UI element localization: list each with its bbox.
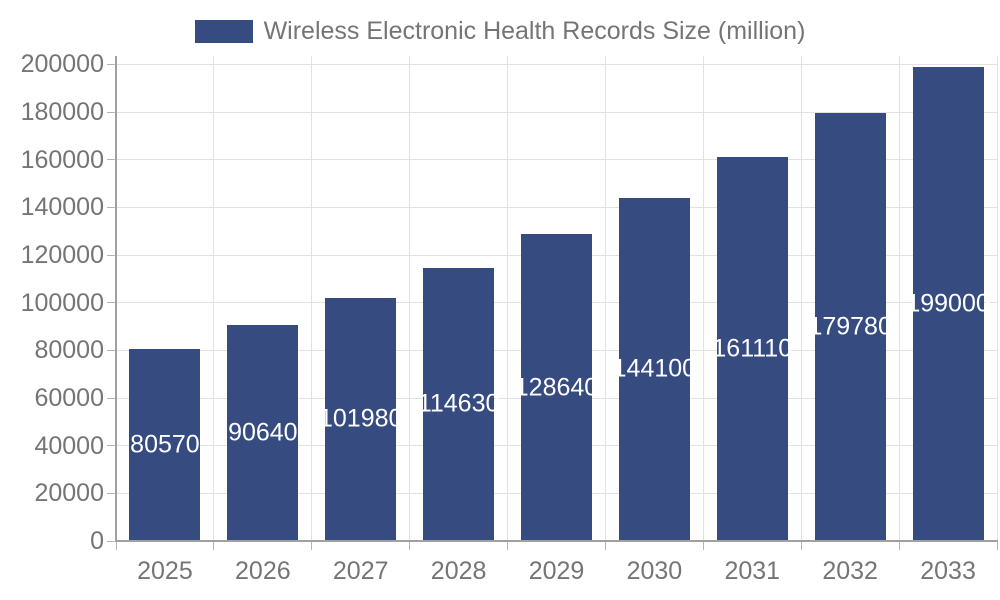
x-tick-label: 2029 xyxy=(528,557,585,585)
y-gridline xyxy=(116,159,997,161)
x-tick-label: 2025 xyxy=(137,557,193,585)
bar xyxy=(814,112,886,542)
y-tick xyxy=(107,302,116,304)
x-tick-label: 2028 xyxy=(430,557,487,585)
x-gridline xyxy=(213,56,215,541)
bar-value-label: 199000 xyxy=(906,289,990,318)
y-tick-label: 160000 xyxy=(20,145,104,174)
y-tick-label: 60000 xyxy=(34,384,104,413)
y-tick-label: 140000 xyxy=(20,193,104,222)
x-tick-label: 2033 xyxy=(920,557,976,585)
bar-value-label: 114630 xyxy=(417,389,500,418)
y-tick-label: 0 xyxy=(90,527,104,555)
y-tick-label: 20000 xyxy=(34,479,104,508)
bar-value-label: 179780 xyxy=(808,312,892,341)
y-tick xyxy=(107,111,116,113)
y-tick xyxy=(107,159,116,161)
y-tick xyxy=(107,492,116,494)
x-gridline xyxy=(604,56,606,541)
x-tick xyxy=(213,541,215,550)
y-tick xyxy=(107,445,116,447)
bar xyxy=(716,157,788,542)
bar-value-label: 90640 xyxy=(228,418,298,447)
y-tick-label: 120000 xyxy=(20,241,104,270)
bar-value-label: 144100 xyxy=(612,354,697,383)
x-gridline xyxy=(507,56,509,541)
y-gridline xyxy=(116,63,997,65)
x-tick xyxy=(604,541,606,550)
bar xyxy=(227,325,299,542)
x-tick-label: 2026 xyxy=(235,557,291,585)
y-tick xyxy=(107,349,116,351)
x-tick xyxy=(507,541,509,550)
bar xyxy=(521,234,592,542)
x-tick xyxy=(311,541,313,550)
y-gridline xyxy=(116,206,997,208)
bar-value-label: 101980 xyxy=(319,404,403,433)
x-gridline xyxy=(409,56,411,541)
y-tick-label: 180000 xyxy=(20,98,104,127)
x-tick xyxy=(996,541,998,550)
x-tick xyxy=(115,541,117,550)
x-gridline xyxy=(311,56,313,541)
y-tick-label: 100000 xyxy=(20,288,104,317)
bar-value-label: 80570 xyxy=(130,430,200,459)
y-tick-label: 80000 xyxy=(34,336,104,365)
y-tick xyxy=(107,254,116,256)
x-gridline xyxy=(996,56,998,541)
y-axis-line xyxy=(115,56,117,542)
y-tick-label: 200000 xyxy=(20,50,104,79)
legend-label: Wireless Electronic Health Records Size … xyxy=(263,17,806,45)
x-gridline xyxy=(898,56,900,541)
x-tick xyxy=(800,541,802,550)
bar-value-label: 161110 xyxy=(712,334,793,363)
x-tick-label: 2031 xyxy=(724,557,781,585)
bar xyxy=(423,267,495,542)
y-tick xyxy=(107,63,116,65)
x-tick-label: 2027 xyxy=(332,557,389,585)
x-axis-line xyxy=(115,540,998,542)
bar xyxy=(618,197,690,542)
x-tick xyxy=(898,541,900,550)
bar-value-label: 128640 xyxy=(514,373,599,402)
y-tick-label: 40000 xyxy=(34,431,104,460)
x-tick-label: 2030 xyxy=(626,557,683,585)
y-gridline xyxy=(116,111,997,113)
x-tick xyxy=(702,541,704,550)
bar xyxy=(129,349,201,542)
x-gridline xyxy=(800,56,802,541)
x-tick-label: 2032 xyxy=(822,557,878,585)
y-tick xyxy=(107,206,116,208)
legend-swatch xyxy=(194,20,253,43)
bar xyxy=(325,297,397,542)
y-tick xyxy=(107,397,116,399)
y-tick xyxy=(107,540,116,542)
bar xyxy=(912,66,984,542)
legend-item[interactable]: Wireless Electronic Health Records Size … xyxy=(0,17,1000,45)
x-gridline xyxy=(702,56,704,541)
x-tick xyxy=(409,541,411,550)
